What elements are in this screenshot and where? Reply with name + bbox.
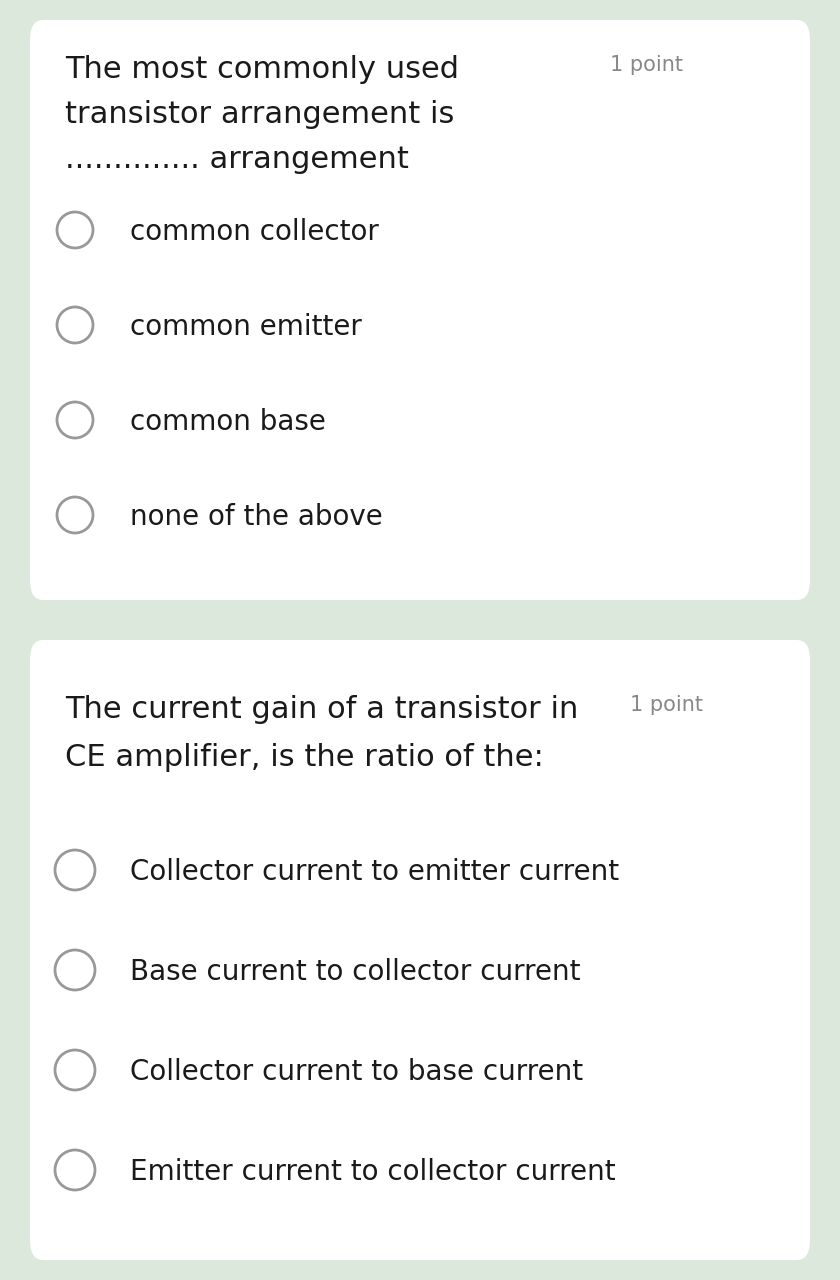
Text: transistor arrangement is: transistor arrangement is — [65, 100, 454, 129]
Text: .............. arrangement: .............. arrangement — [65, 145, 409, 174]
Text: CE amplifier, is the ratio of the:: CE amplifier, is the ratio of the: — [65, 742, 543, 772]
Text: 1 point: 1 point — [610, 55, 683, 76]
Text: Emitter current to collector current: Emitter current to collector current — [130, 1158, 616, 1187]
Text: Base current to collector current: Base current to collector current — [130, 957, 580, 986]
Text: common base: common base — [130, 408, 326, 436]
Text: The current gain of a transistor in: The current gain of a transistor in — [65, 695, 579, 724]
Text: The most commonly used: The most commonly used — [65, 55, 459, 84]
Text: Collector current to base current: Collector current to base current — [130, 1059, 583, 1085]
FancyBboxPatch shape — [30, 640, 810, 1260]
Text: none of the above: none of the above — [130, 503, 383, 531]
Text: Collector current to emitter current: Collector current to emitter current — [130, 858, 619, 886]
Text: common collector: common collector — [130, 218, 379, 246]
Text: common emitter: common emitter — [130, 314, 362, 340]
Text: 1 point: 1 point — [630, 695, 703, 716]
FancyBboxPatch shape — [30, 20, 810, 600]
